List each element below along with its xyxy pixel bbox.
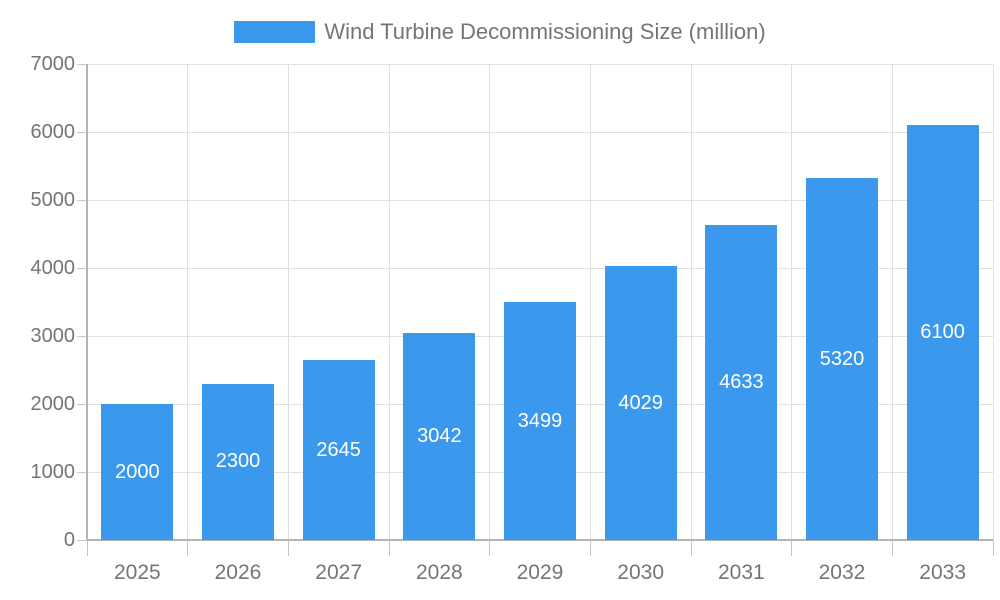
x-axis-tick [891,540,893,556]
x-axis-tick [187,540,189,556]
bar-value-label: 2300 [215,450,261,473]
y-axis-tick [77,335,87,337]
x-axis-label: 2028 [415,561,463,584]
bar-value-label: 5320 [819,347,865,370]
gridline-horizontal [87,267,993,269]
bar[interactable]: 2645 [302,360,375,540]
bar-value-label: 6100 [920,321,965,344]
gridline-horizontal [87,63,993,65]
gridline-vertical [489,64,491,540]
x-axis-label: 2033 [919,561,967,584]
bar[interactable]: 2000 [101,404,174,540]
legend-swatch [234,21,316,43]
y-axis-tick [77,199,87,201]
gridline-vertical [891,64,893,540]
bar-value-label: 2000 [115,460,160,483]
bar[interactable]: 2300 [202,383,274,540]
y-axis-tick [77,539,87,541]
bar[interactable]: 3499 [504,302,576,540]
bar-value-label: 3042 [417,425,462,448]
gridline-horizontal [87,199,993,201]
x-axis-line [87,539,993,541]
y-axis-label: 2000 [30,393,76,415]
x-axis-tick [690,540,692,556]
gridline-horizontal [87,131,993,133]
bar-value-label: 4029 [618,391,663,414]
y-axis-tick [77,131,87,133]
bar[interactable]: 6100 [906,125,979,540]
gridline-vertical [992,64,994,540]
legend[interactable]: Wind Turbine Decommissioning Size (milli… [0,19,1000,45]
bar[interactable]: 4633 [705,224,778,540]
y-axis-label: 6000 [30,121,76,143]
x-axis-label: 2027 [315,561,363,584]
bar[interactable]: 5320 [806,178,878,540]
y-axis-label: 3000 [30,325,76,347]
y-axis-line [86,64,88,540]
gridline-vertical [388,64,390,540]
x-axis-label: 2031 [717,561,765,584]
x-axis-label: 2025 [113,561,161,584]
y-axis-tick [77,267,87,269]
x-axis-label: 2032 [818,561,866,584]
y-axis-tick [77,471,87,473]
x-axis-tick [589,540,591,556]
x-axis-tick [791,540,793,556]
x-axis-tick [489,540,491,556]
x-axis-tick [388,540,390,556]
y-axis-label: 5000 [30,189,76,211]
y-axis-label: 7000 [30,53,76,75]
gridline-vertical [287,64,289,540]
gridline-vertical [589,64,591,540]
y-axis-tick [77,403,87,405]
x-axis-label: 2026 [214,561,262,584]
gridline-vertical [187,64,189,540]
bar-value-label: 2645 [316,438,361,461]
bar-value-label: 3499 [517,409,563,432]
bar[interactable]: 4029 [604,266,677,540]
y-axis-tick [77,63,87,65]
y-axis-label: 0 [63,529,75,551]
bar-value-label: 4633 [719,370,764,393]
y-axis-label: 4000 [30,257,76,279]
gridline-vertical [791,64,793,540]
x-axis-tick [992,540,994,556]
x-axis-tick [287,540,289,556]
bar[interactable]: 3042 [403,333,476,540]
x-axis-tick [86,540,88,556]
x-axis-label: 2029 [516,561,564,584]
legend-label: Wind Turbine Decommissioning Size (milli… [324,19,766,44]
y-axis-label: 1000 [30,461,76,483]
x-axis-label: 2030 [617,561,665,584]
gridline-vertical [690,64,692,540]
